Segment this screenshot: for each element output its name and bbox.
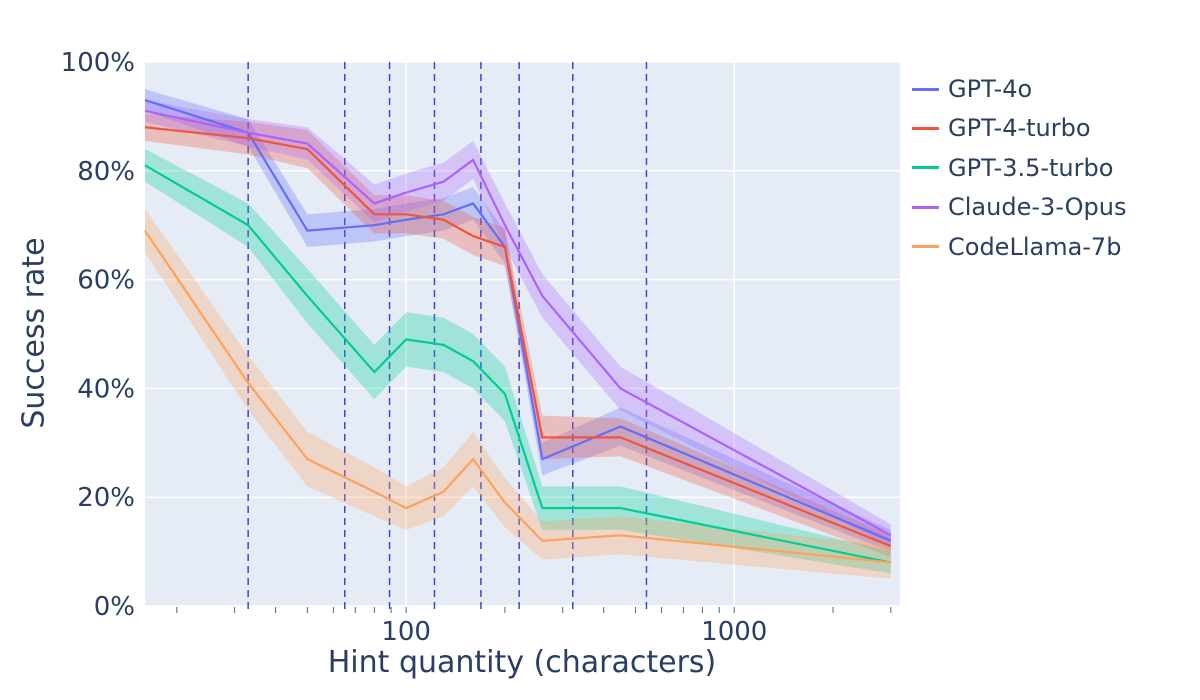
legend-swatch: [912, 166, 939, 170]
x-axis-title: Hint quantity (characters): [327, 645, 717, 680]
legend-label: CodeLlama-7b: [948, 232, 1122, 261]
legend-item-claude-3-opus[interactable]: Claude-3-Opus: [912, 193, 1127, 222]
series-line-gpt-4-turbo: [144, 126, 892, 548]
y-tick-label: 40%: [77, 374, 135, 404]
series-line-gpt-4o: [144, 99, 892, 542]
series-line-claude-3-opus: [144, 109, 892, 537]
series-line-codellama-7b: [144, 230, 891, 564]
y-tick-label: 100%: [61, 48, 135, 78]
series-line-gpt-3-5-turbo: [144, 164, 892, 564]
y-tick-label: 20%: [77, 483, 135, 513]
legend-swatch: [912, 245, 939, 249]
y-tick-label: 0%: [94, 592, 135, 622]
legend-label: Claude-3-Opus: [948, 193, 1127, 222]
series-band-gpt-3-5-turbo: [145, 149, 891, 574]
x-tick-label: 1000: [701, 617, 767, 647]
legend-item-gpt-4-turbo[interactable]: GPT-4-turbo: [912, 114, 1126, 143]
legend-label: GPT-4o: [948, 75, 1033, 103]
legend-item-codellama-7b[interactable]: CodeLlama-7b: [912, 232, 1126, 261]
legend-label: GPT-4-turbo: [948, 114, 1091, 143]
legend-swatch: [912, 127, 939, 131]
legend-swatch: [912, 87, 939, 91]
x-tick-label: 100: [381, 617, 431, 647]
legend-swatch: [912, 205, 939, 209]
y-axis-title: Success rate: [16, 237, 52, 429]
legend-label: GPT-3.5-turbo: [948, 153, 1114, 182]
y-tick-label: 80%: [77, 157, 135, 187]
legend-item-gpt-3-5-turbo[interactable]: GPT-3.5-turbo: [912, 153, 1126, 182]
series-band-codellama-7b: [145, 208, 891, 579]
legend-item-gpt-4o[interactable]: GPT-4o: [912, 76, 1126, 102]
series-band-gpt-4-turbo: [145, 113, 891, 558]
y-tick-label: 60%: [77, 266, 135, 296]
legend: GPT-4o GPT-4-turbo GPT-3.5-turbo Claude-3-O…: [912, 76, 1126, 260]
